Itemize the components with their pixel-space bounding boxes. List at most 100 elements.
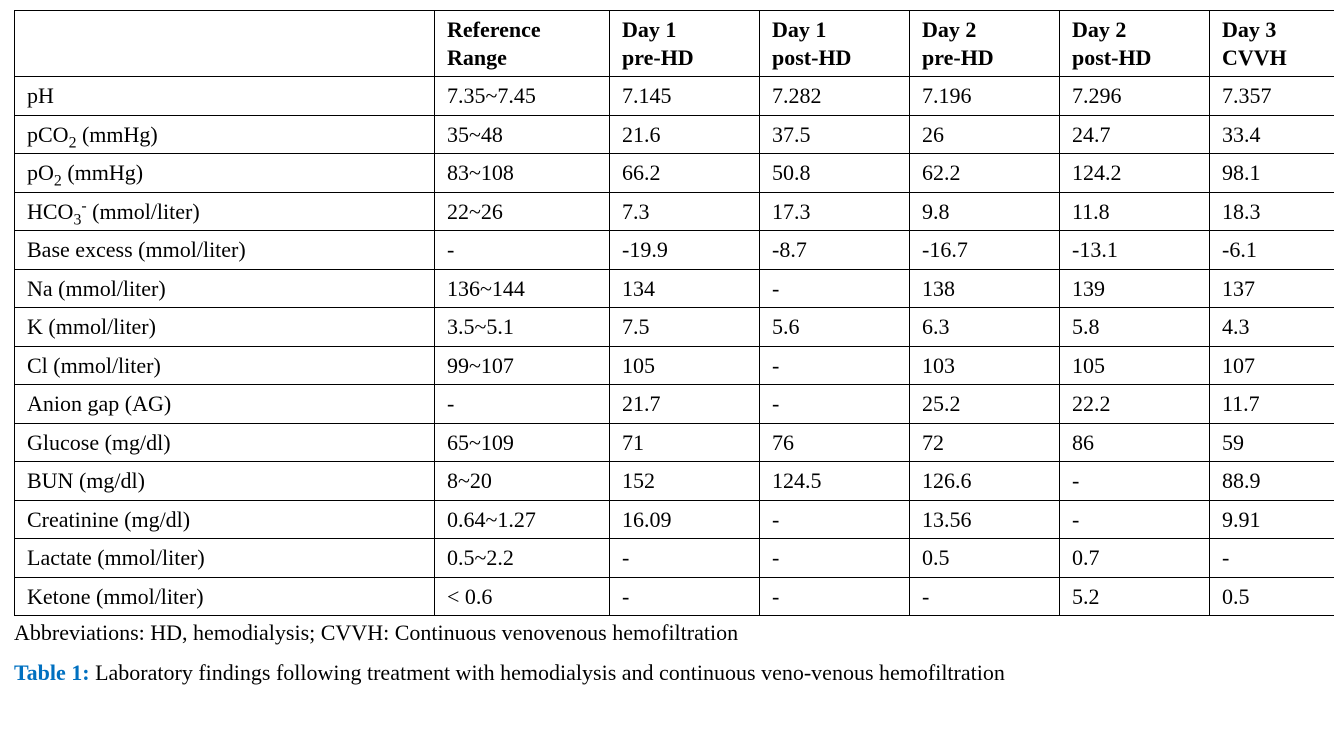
row-value: 72 xyxy=(910,423,1060,462)
row-value: 0.5 xyxy=(910,539,1060,578)
row-value: - xyxy=(1060,500,1210,539)
table-row: BUN (mg/dl)8~20152124.5126.6 -88.9 xyxy=(15,462,1334,501)
row-parameter-label: Base excess (mmol/liter) xyxy=(15,231,435,270)
row-value: -16.7 xyxy=(910,231,1060,270)
row-value: - xyxy=(610,539,760,578)
row-value: 98.1 xyxy=(1210,154,1334,193)
row-parameter-label: pO2 (mmHg) xyxy=(15,154,435,193)
table-header-row: Reference Range Day 1 pre-HD Day 1 post-… xyxy=(15,11,1334,77)
row-reference-range: 7.35~7.45 xyxy=(435,77,610,116)
row-value: - xyxy=(760,269,910,308)
row-value: - xyxy=(1060,462,1210,501)
row-parameter-label: Ketone (mmol/liter) xyxy=(15,577,435,616)
row-value: 138 xyxy=(910,269,1060,308)
row-value: 103 xyxy=(910,346,1060,385)
row-value: 137 xyxy=(1210,269,1334,308)
table-row: Base excess (mmol/liter) --19.9-8.7-16.7… xyxy=(15,231,1334,270)
row-parameter-label: K (mmol/liter) xyxy=(15,308,435,347)
row-value: -8.7 xyxy=(760,231,910,270)
row-value: -6.1 xyxy=(1210,231,1334,270)
row-value: 88.9 xyxy=(1210,462,1334,501)
row-value: 6.3 xyxy=(910,308,1060,347)
table-row: Anion gap (AG) -21.7 -25.222.211.7 xyxy=(15,385,1334,424)
table-caption: Table 1: Laboratory findings following t… xyxy=(14,660,1320,686)
table-row: pCO2 (mmHg)35~4821.637.52624.733.4 xyxy=(15,115,1334,154)
row-value: 86 xyxy=(1060,423,1210,462)
col-header-reference-range: Reference Range xyxy=(435,11,610,77)
row-value: 71 xyxy=(610,423,760,462)
row-value: 50.8 xyxy=(760,154,910,193)
row-value: 5.2 xyxy=(1060,577,1210,616)
row-value: 62.2 xyxy=(910,154,1060,193)
row-reference-range: 0.64~1.27 xyxy=(435,500,610,539)
row-reference-range: 0.5~2.2 xyxy=(435,539,610,578)
row-value: 33.4 xyxy=(1210,115,1334,154)
table-row: pO2 (mmHg)83~10866.250.862.2124.298.1 xyxy=(15,154,1334,193)
row-value: 76 xyxy=(760,423,910,462)
row-value: -19.9 xyxy=(610,231,760,270)
row-value: 21.6 xyxy=(610,115,760,154)
row-parameter-label: pH xyxy=(15,77,435,116)
row-value: 134 xyxy=(610,269,760,308)
lab-findings-table: Reference Range Day 1 pre-HD Day 1 post-… xyxy=(14,10,1334,616)
col-header-day1-posthd: Day 1 post-HD xyxy=(760,11,910,77)
table-row: Na (mmol/liter)136~144134 -138139137 xyxy=(15,269,1334,308)
row-value: 105 xyxy=(610,346,760,385)
col-header-day3-cvvh: Day 3 CVVH xyxy=(1210,11,1334,77)
row-value: 124.2 xyxy=(1060,154,1210,193)
table-caption-text: Laboratory findings following treatment … xyxy=(90,660,1005,685)
row-value: 7.145 xyxy=(610,77,760,116)
row-value: 11.7 xyxy=(1210,385,1334,424)
row-value: 139 xyxy=(1060,269,1210,308)
row-parameter-label: Creatinine (mg/dl) xyxy=(15,500,435,539)
row-value: 26 xyxy=(910,115,1060,154)
row-parameter-label: Na (mmol/liter) xyxy=(15,269,435,308)
row-value: -13.1 xyxy=(1060,231,1210,270)
row-value: 0.7 xyxy=(1060,539,1210,578)
row-value: 24.7 xyxy=(1060,115,1210,154)
row-reference-range: 22~26 xyxy=(435,192,610,231)
col-header-parameter xyxy=(15,11,435,77)
row-parameter-label: pCO2 (mmHg) xyxy=(15,115,435,154)
table-row: pH7.35~7.457.1457.2827.1967.2967.357 xyxy=(15,77,1334,116)
row-value: 59 xyxy=(1210,423,1334,462)
row-value: 25.2 xyxy=(910,385,1060,424)
row-value: 7.357 xyxy=(1210,77,1334,116)
table-row: Glucose (mg/dl)65~1097176728659 xyxy=(15,423,1334,462)
row-value: - xyxy=(1210,539,1334,578)
row-parameter-label: Cl (mmol/liter) xyxy=(15,346,435,385)
row-value: 9.8 xyxy=(910,192,1060,231)
row-value: 107 xyxy=(1210,346,1334,385)
row-value: 5.8 xyxy=(1060,308,1210,347)
row-value: 152 xyxy=(610,462,760,501)
row-value: - xyxy=(760,539,910,578)
row-value: 5.6 xyxy=(760,308,910,347)
row-value: 9.91 xyxy=(1210,500,1334,539)
col-header-day1-prehd: Day 1 pre-HD xyxy=(610,11,760,77)
row-value: 7.3 xyxy=(610,192,760,231)
row-value: - xyxy=(760,500,910,539)
row-reference-range: 99~107 xyxy=(435,346,610,385)
row-reference-range: 8~20 xyxy=(435,462,610,501)
row-value: 7.5 xyxy=(610,308,760,347)
col-header-day2-posthd: Day 2 post-HD xyxy=(1060,11,1210,77)
row-value: 124.5 xyxy=(760,462,910,501)
table-row: K (mmol/liter)3.5~5.17.55.66.35.84.3 xyxy=(15,308,1334,347)
row-reference-range: 83~108 xyxy=(435,154,610,193)
row-parameter-label: Lactate (mmol/liter) xyxy=(15,539,435,578)
row-value: 0.5 xyxy=(1210,577,1334,616)
row-value: 126.6 xyxy=(910,462,1060,501)
table-caption-label: Table 1: xyxy=(14,660,90,685)
row-reference-range: < 0.6 xyxy=(435,577,610,616)
row-parameter-label: Anion gap (AG) xyxy=(15,385,435,424)
row-value: 7.282 xyxy=(760,77,910,116)
row-reference-range: - xyxy=(435,231,610,270)
row-value: 17.3 xyxy=(760,192,910,231)
row-value: 22.2 xyxy=(1060,385,1210,424)
row-reference-range: 136~144 xyxy=(435,269,610,308)
col-header-day2-prehd: Day 2 pre-HD xyxy=(910,11,1060,77)
row-value: 37.5 xyxy=(760,115,910,154)
row-parameter-label: Glucose (mg/dl) xyxy=(15,423,435,462)
row-value: 4.3 xyxy=(1210,308,1334,347)
row-value: 16.09 xyxy=(610,500,760,539)
